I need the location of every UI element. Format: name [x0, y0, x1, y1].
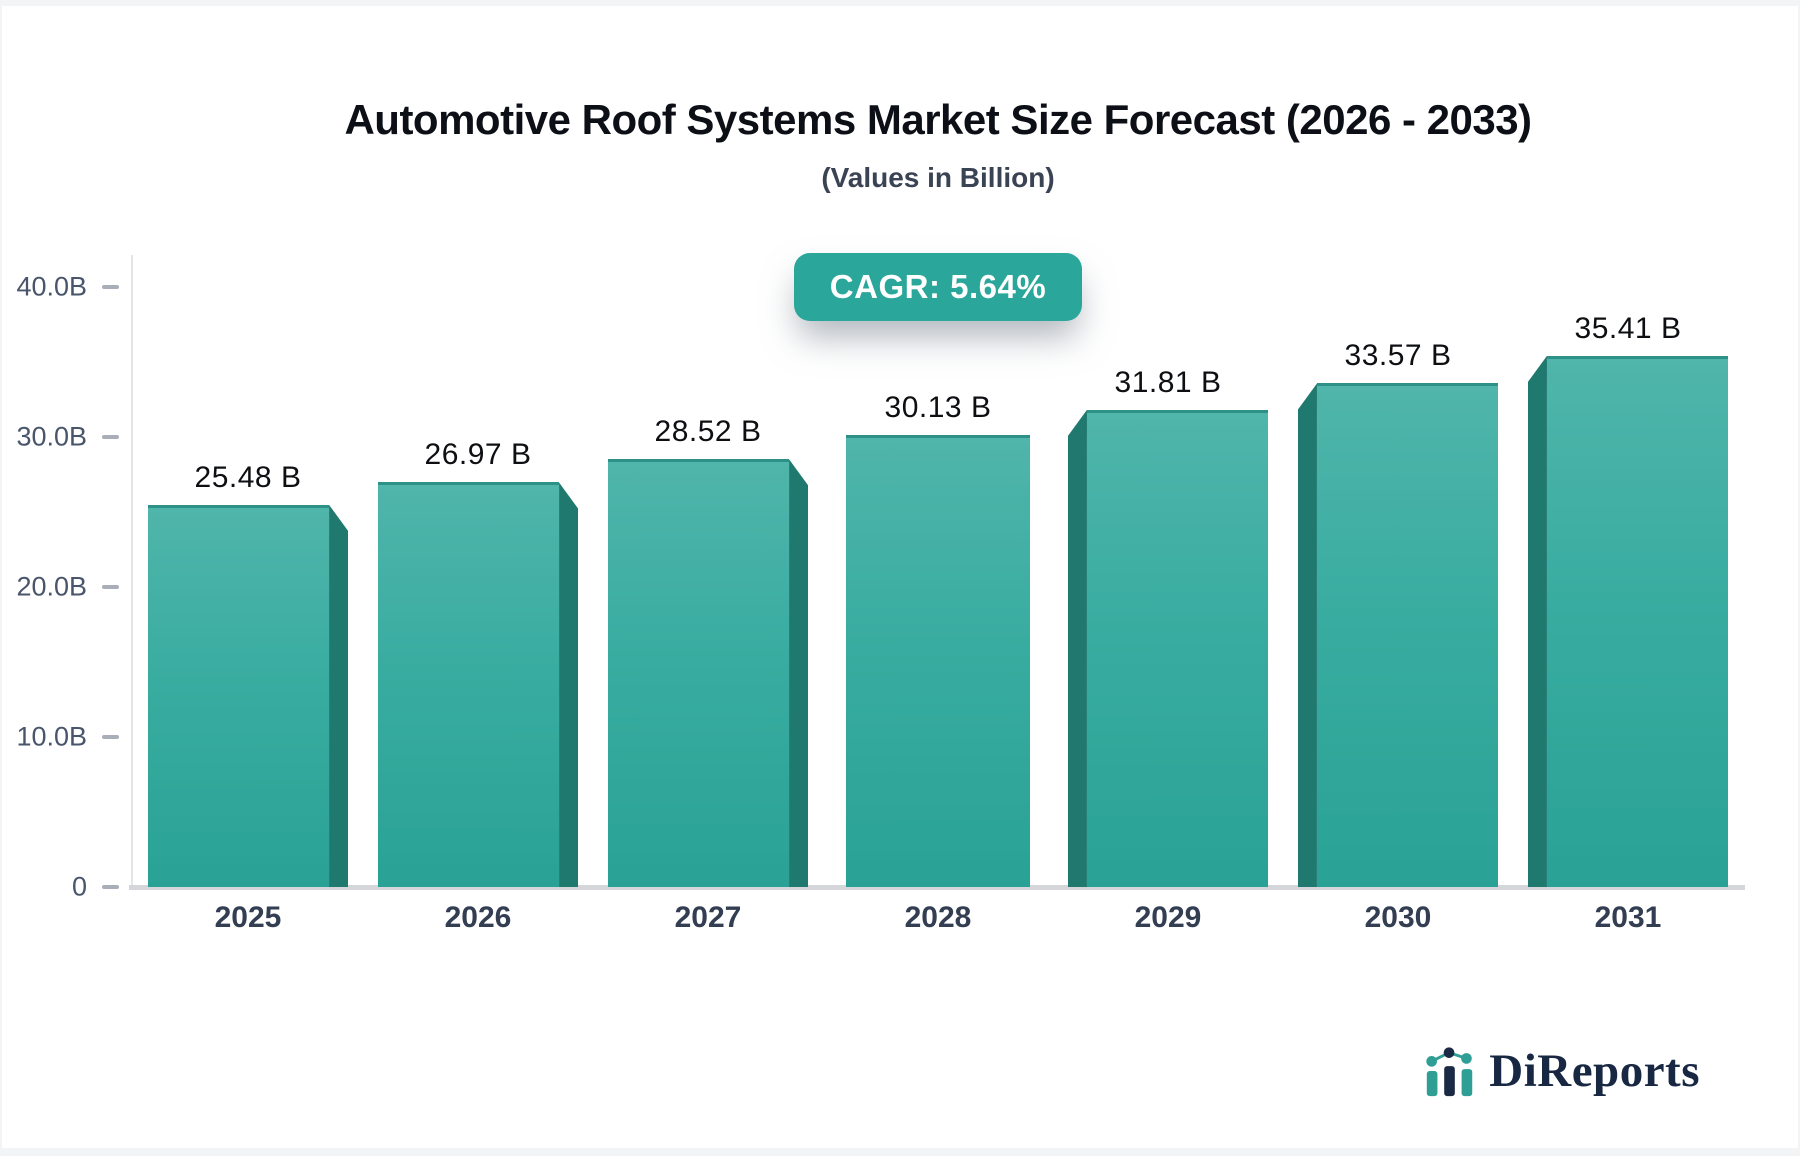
chart-card: Automotive Roof Systems Market Size Fore… [2, 6, 1798, 1148]
bar-face [1546, 355, 1729, 887]
mini-bar-chart-icon [1426, 1047, 1473, 1097]
y-axis-tick-mark [102, 435, 119, 439]
x-axis-label: 2029 [1134, 901, 1202, 934]
y-axis-tick-label: 40.0B [16, 271, 87, 302]
chart-header: Automotive Roof Systems Market Size Fore… [133, 96, 1743, 194]
bar: 33.57 B [1297, 339, 1499, 887]
chart-subtitle: (Values in Billion) [821, 162, 1055, 193]
bar: 35.41 B [1527, 312, 1729, 887]
x-axis-label: 2027 [674, 901, 742, 934]
bar-3d-side [1297, 383, 1317, 887]
y-axis-tick-label: 10.0B [16, 721, 87, 752]
bar-column: 30.13 B 2028 [823, 287, 1053, 934]
x-axis-baseline [129, 885, 1745, 890]
bar-face [607, 459, 790, 887]
y-axis-tick-mark [102, 735, 119, 739]
y-axis-tick-mark [102, 585, 119, 589]
bar-column: 26.97 B 2026 [363, 287, 593, 934]
y-axis-tick-mark [102, 885, 119, 889]
x-axis-label: 2025 [214, 901, 282, 934]
x-axis-label: 2031 [1594, 901, 1662, 934]
bar: 25.48 B [147, 461, 349, 887]
chart-title: Automotive Roof Systems Market Size Fore… [344, 96, 1532, 143]
bar: 31.81 B [1067, 366, 1269, 887]
bar-column: 35.41 B 2031 [1513, 287, 1743, 934]
bar-3d-side [559, 482, 579, 887]
bar-face [846, 435, 1030, 887]
bar-value-label: 33.57 B [1344, 339, 1452, 373]
bar-value-label: 35.41 B [1574, 311, 1682, 345]
y-axis-tick-label: 30.0B [16, 421, 87, 452]
y-axis-line [131, 255, 133, 887]
bar-face [1316, 383, 1499, 887]
bar-face [147, 504, 330, 887]
bar-column: 28.52 B 2027 [593, 287, 823, 934]
bar-3d-side [789, 459, 809, 887]
bar-chart-plot-area: 25.48 B 2025 26.97 B 2026 28.52 B 2027 30.13 B… [133, 287, 1743, 934]
bar: 28.52 B [607, 415, 809, 887]
bar-face [377, 482, 560, 887]
bar: 26.97 B [377, 438, 579, 887]
bar-3d-side [1067, 409, 1087, 887]
bar-value-label: 31.81 B [1114, 365, 1222, 399]
bar-column: 33.57 B 2030 [1283, 287, 1513, 934]
y-axis-tick-mark [102, 285, 119, 289]
bar-face [1086, 409, 1269, 887]
bar-3d-side [329, 504, 349, 887]
logo-text: DiReports [1489, 1045, 1700, 1097]
x-axis-label: 2030 [1364, 901, 1432, 934]
bar-3d-side [1527, 355, 1547, 887]
bar-value-label: 25.48 B [194, 460, 302, 494]
y-axis-tick-label: 20.0B [16, 571, 87, 602]
y-axis-tick-label: 0 [71, 871, 87, 902]
bar: 30.13 B [846, 391, 1030, 887]
x-axis-label: 2028 [904, 901, 972, 934]
bar-column: 25.48 B 2025 [133, 287, 363, 934]
y-axis: 40.0B 30.0B 20.0B 10.0B 0 [2, 272, 133, 902]
bar-column: 31.81 B 2029 [1053, 287, 1283, 934]
direports-logo: DiReports [1421, 1042, 1700, 1100]
bar-value-label: 28.52 B [654, 415, 762, 449]
bar-value-label: 30.13 B [884, 391, 992, 425]
x-axis-label: 2026 [444, 901, 512, 934]
bar-value-label: 26.97 B [424, 438, 532, 472]
